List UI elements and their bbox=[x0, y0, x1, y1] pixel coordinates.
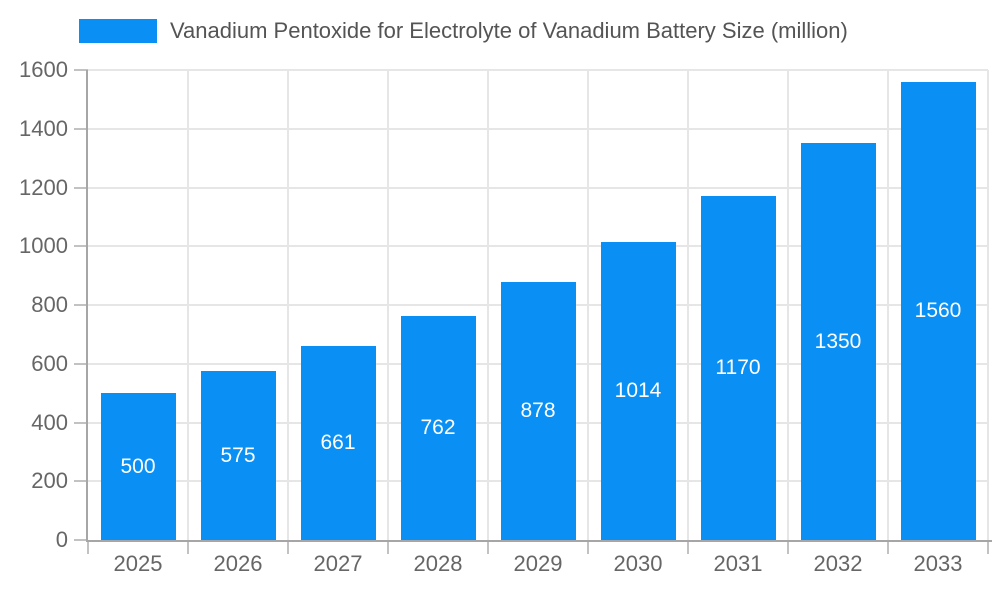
y-axis-label: 1600 bbox=[19, 57, 68, 82]
x-axis-tick-mark bbox=[987, 540, 989, 554]
bar[interactable]: 1170 bbox=[700, 196, 776, 540]
y-axis-label: 1400 bbox=[19, 115, 68, 141]
bar-value-label: 1350 bbox=[814, 329, 862, 353]
gridline-horizontal bbox=[88, 186, 988, 189]
x-axis-label: 2032 bbox=[813, 551, 863, 576]
y-axis-label: 800 bbox=[31, 292, 68, 317]
bar[interactable]: 1560 bbox=[900, 81, 976, 540]
x-axis-tick-mark bbox=[387, 540, 389, 554]
y-axis-tick-mark bbox=[74, 304, 88, 306]
gridline-vertical bbox=[387, 70, 389, 540]
y-axis-tick-mark bbox=[74, 362, 88, 365]
x-axis-label: 2027 bbox=[313, 551, 363, 576]
bar[interactable]: 661 bbox=[300, 345, 376, 540]
y-axis-tick-mark bbox=[74, 186, 88, 189]
x-axis-tick-mark bbox=[87, 540, 89, 554]
x-axis-label: 2028 bbox=[413, 551, 463, 576]
y-axis-tick-mark bbox=[74, 127, 88, 130]
x-axis-line bbox=[86, 540, 992, 542]
gridline-horizontal bbox=[88, 69, 988, 71]
bar[interactable]: 1350 bbox=[800, 143, 876, 540]
gridline-horizontal bbox=[88, 127, 988, 130]
y-axis-tick-mark bbox=[74, 480, 88, 483]
gridline-vertical bbox=[987, 70, 989, 540]
y-axis-label: 1200 bbox=[19, 174, 68, 200]
y-axis-tick-mark bbox=[74, 421, 88, 424]
y-axis-tick-mark bbox=[74, 539, 88, 541]
bar[interactable]: 878 bbox=[500, 282, 576, 540]
legend-label: Vanadium Pentoxide for Electrolyte of Va… bbox=[170, 18, 848, 43]
x-axis-label: 2025 bbox=[113, 551, 163, 576]
gridline-horizontal bbox=[88, 245, 988, 248]
x-axis-tick-mark bbox=[887, 540, 889, 554]
legend-swatch-icon bbox=[79, 19, 157, 43]
bar-value-label: 575 bbox=[220, 443, 256, 467]
y-axis-label: 1000 bbox=[19, 233, 68, 259]
y-axis-label: 0 bbox=[55, 527, 68, 552]
x-axis-tick-mark bbox=[687, 540, 689, 554]
y-axis-tick-mark bbox=[74, 245, 88, 248]
bar-value-label: 1014 bbox=[614, 379, 662, 403]
x-axis-label: 2033 bbox=[913, 551, 963, 576]
bar[interactable]: 575 bbox=[200, 371, 276, 540]
bar-value-label: 500 bbox=[120, 454, 156, 478]
y-axis-label: 600 bbox=[31, 350, 68, 376]
x-axis-tick-mark bbox=[187, 540, 189, 554]
gridline-vertical bbox=[487, 70, 489, 540]
gridline-vertical bbox=[887, 70, 889, 540]
x-axis-tick-mark bbox=[287, 540, 289, 554]
x-axis-label: 2026 bbox=[213, 551, 263, 576]
x-axis-label: 2029 bbox=[513, 551, 563, 576]
x-axis-tick-mark bbox=[487, 540, 489, 554]
gridline-vertical bbox=[187, 70, 189, 540]
y-axis-label: 400 bbox=[31, 409, 68, 435]
x-axis-label: 2031 bbox=[713, 551, 763, 576]
bar[interactable]: 500 bbox=[100, 393, 176, 540]
y-axis-line bbox=[86, 70, 88, 542]
gridline-vertical bbox=[287, 70, 289, 540]
y-axis-label: 200 bbox=[31, 468, 68, 494]
bar-value-label: 661 bbox=[320, 430, 356, 454]
bar-value-label: 762 bbox=[420, 416, 456, 440]
bar-value-label: 1170 bbox=[715, 356, 761, 380]
bar-value-label: 878 bbox=[520, 399, 556, 423]
bar[interactable]: 1014 bbox=[600, 242, 676, 540]
y-axis-tick-mark bbox=[74, 69, 88, 71]
x-axis-tick-mark bbox=[587, 540, 589, 554]
legend[interactable]: Vanadium Pentoxide for Electrolyte of Va… bbox=[79, 19, 848, 43]
bar-value-label: 1560 bbox=[914, 298, 962, 322]
gridline-vertical bbox=[687, 70, 689, 540]
x-axis-label: 2030 bbox=[613, 551, 663, 576]
bar[interactable]: 762 bbox=[400, 316, 476, 540]
x-axis-tick-mark bbox=[787, 540, 789, 554]
gridline-vertical bbox=[587, 70, 589, 540]
gridline-vertical bbox=[787, 70, 789, 540]
